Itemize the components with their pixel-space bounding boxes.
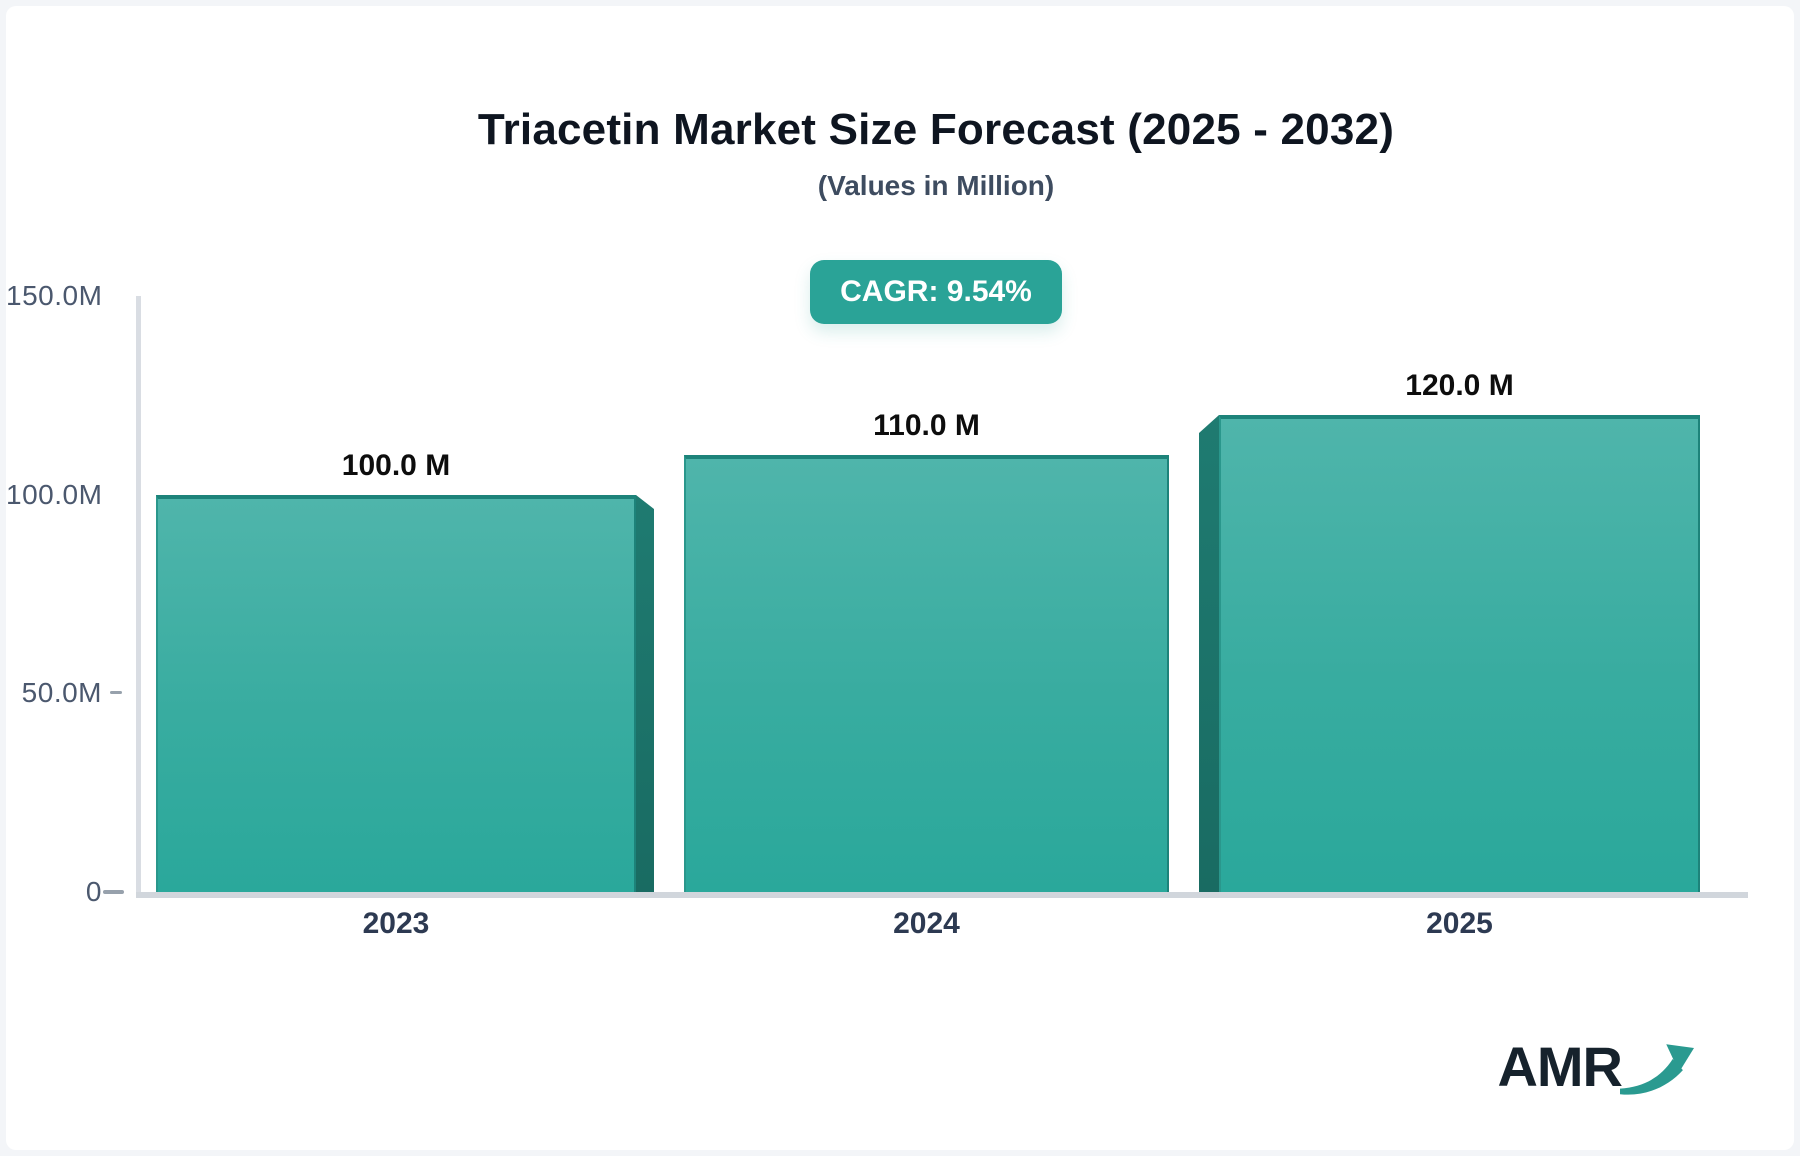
- y-tick-label: 150.0M: [6, 280, 103, 311]
- x-tick-label: 2024: [893, 907, 960, 940]
- y-tick-label: 50.0M: [21, 677, 102, 708]
- chart-card: Triacetin Market Size Forecast (2025 - 2…: [6, 6, 1794, 1150]
- y-tick-mark: [110, 691, 122, 694]
- bar-value-label: 100.0 M: [341, 449, 451, 482]
- y-tick-label: 0: [85, 876, 102, 907]
- y-tick-label: 100.0M: [6, 479, 103, 510]
- chart-title: Triacetin Market Size Forecast (2025 - 2…: [477, 105, 1395, 154]
- cagr-badge: CAGR: 9.54%: [810, 260, 1062, 324]
- bar-2023[interactable]: [156, 495, 636, 892]
- chart-header: Triacetin Market Size Forecast (2025 - 2…: [136, 6, 1736, 324]
- amr-logo: AMR: [1497, 1038, 1694, 1102]
- amr-logo-text: AMR: [1497, 1035, 1623, 1098]
- bar-value-label: 110.0 M: [873, 409, 980, 442]
- y-axis-line: [136, 296, 141, 892]
- x-tick-label: 2025: [1426, 907, 1493, 940]
- bar-2024[interactable]: [684, 455, 1169, 892]
- x-tick-label: 2023: [362, 907, 430, 940]
- y-tick-mark: [103, 890, 124, 894]
- bar-value-label: 120.0 M: [1405, 369, 1514, 402]
- bar-side-face: [1199, 415, 1219, 892]
- bar-2025[interactable]: [1219, 415, 1700, 892]
- x-axis-line: [136, 892, 1748, 898]
- chart-subtitle: (Values in Million): [817, 170, 1055, 201]
- bar-side-face: [636, 495, 654, 892]
- growth-arrow-icon: [1620, 1044, 1694, 1095]
